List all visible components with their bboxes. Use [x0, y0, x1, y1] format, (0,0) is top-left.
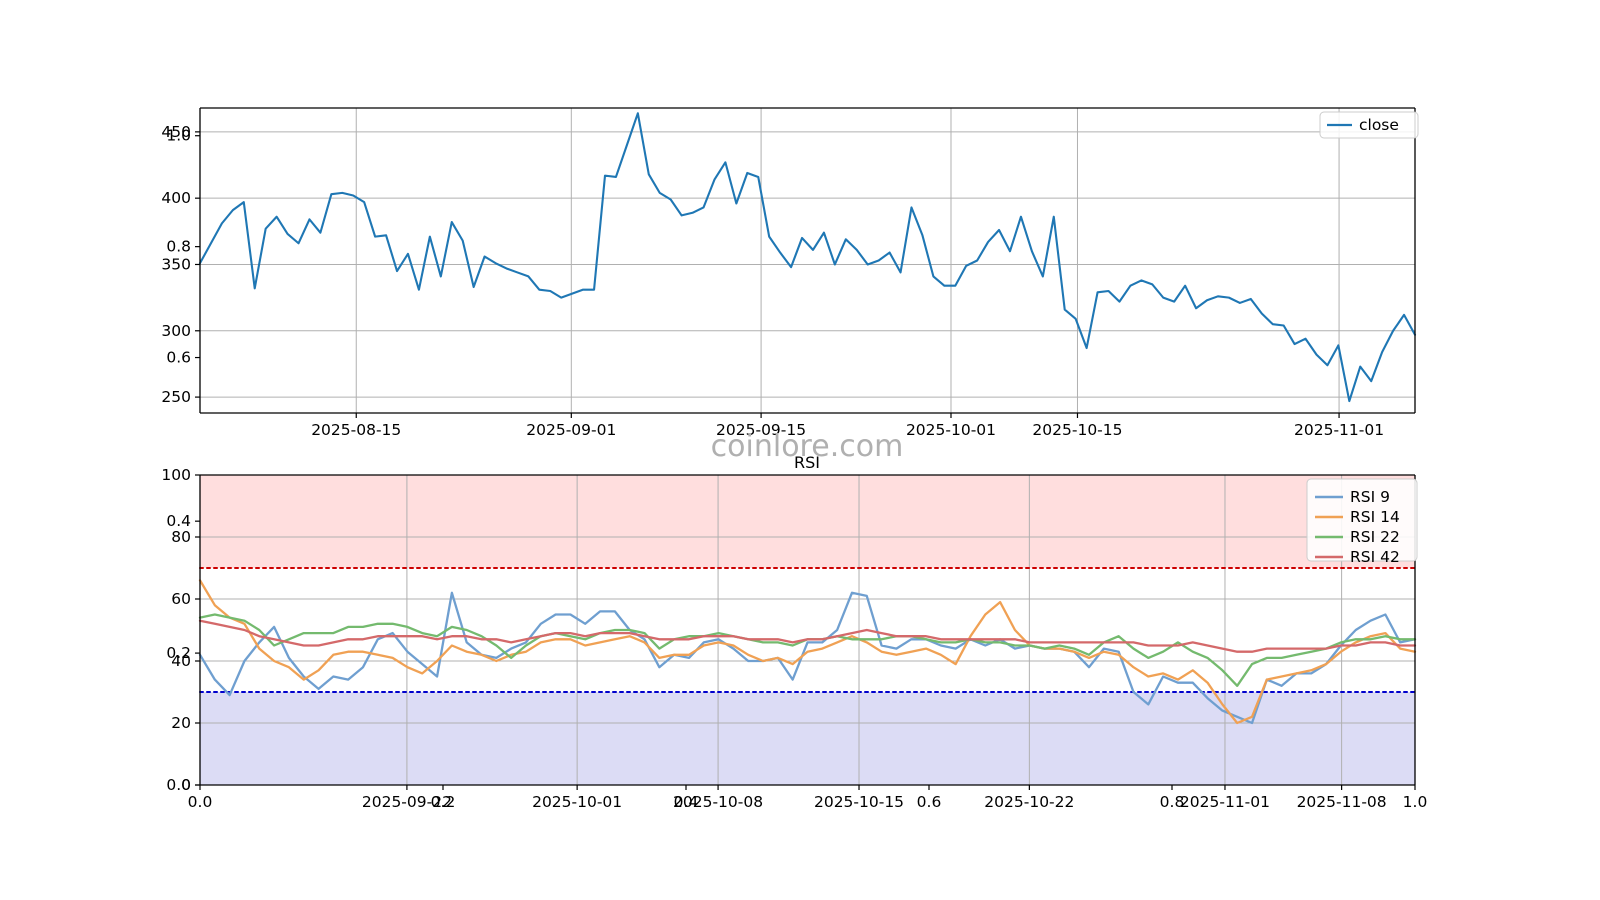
rsi-y-tick-label: 40	[171, 652, 191, 670]
rsi-oversold-band	[200, 692, 1415, 785]
price-y-tick-labels: 250 300 350 400 450	[161, 123, 200, 406]
price-y-tick-label-normalized: 0.8	[166, 238, 191, 256]
rsi-legend[interactable]: RSI 9 RSI 14 RSI 22 RSI 42	[1306, 478, 1418, 566]
rsi-y-tick-label-normalized: 0.0	[166, 776, 191, 794]
price-y-tick-label: 450	[161, 123, 191, 141]
price-x-tick-label: 2025-08-15	[311, 421, 401, 439]
legend-label-close: close	[1359, 116, 1399, 134]
price-series-close	[198, 112, 1417, 403]
price-axes-spines	[199, 107, 1416, 414]
price-x-tick-label: 2025-10-01	[906, 421, 996, 439]
rsi-x-tick-label-normalized: 0.0	[188, 793, 213, 811]
legend-label-rsi-42: RSI 42	[1350, 548, 1400, 566]
price-y-tick-labels-normalized: 0.6 0.8 1.0	[166, 127, 200, 367]
rsi-y-tick-labels: 0 20 40 60 80 100	[161, 466, 200, 794]
price-y-tick-label: 250	[161, 388, 191, 406]
rsi-x-tick-label-normalized: 0.2	[431, 793, 456, 811]
price-gridlines	[200, 108, 1415, 413]
price-x-tick-label: 2025-09-15	[716, 421, 806, 439]
price-legend[interactable]: close	[1319, 111, 1419, 139]
rsi-x-tick-label: 2025-11-08	[1297, 793, 1387, 811]
rsi-x-tick-label: 2025-09-22	[362, 793, 452, 811]
price-x-tick-label: 2025-10-15	[1032, 421, 1122, 439]
legend-label-rsi-14: RSI 14	[1350, 508, 1400, 526]
rsi-x-tick-labels: 2025-09-22 2025-10-01 2025-10-08 2025-10-15…	[362, 785, 1387, 811]
rsi-x-tick-label: 2025-10-22	[984, 793, 1074, 811]
price-x-tick-label: 2025-11-01	[1294, 421, 1384, 439]
rsi-x-tick-label-normalized: 1.0	[1403, 793, 1428, 811]
rsi-series-group	[198, 579, 1417, 725]
rsi-x-tick-label: 2025-11-01	[1180, 793, 1270, 811]
rsi-x-tick-label: 2025-10-08	[673, 793, 763, 811]
price-y-tick-label: 300	[161, 322, 191, 340]
rsi-y-tick-label: 60	[171, 590, 191, 608]
rsi-line-rsi-9	[198, 591, 1417, 725]
legend-label-rsi-22: RSI 22	[1350, 528, 1400, 546]
watermark-text: coinlore.com	[711, 429, 904, 464]
price-x-tick-label: 2025-09-01	[526, 421, 616, 439]
rsi-y-tick-label: 20	[171, 714, 191, 732]
price-x-tick-labels: 2025-08-15 2025-09-01 2025-09-15 2025-10-01…	[311, 413, 1384, 439]
price-plot-background	[200, 108, 1415, 413]
rsi-y-tick-label: 80	[171, 528, 191, 546]
rsi-line-rsi-42	[198, 619, 1417, 653]
rsi-y-tick-label-normalized: 0.2	[166, 644, 191, 662]
rsi-y-tick-label: 0	[181, 776, 191, 794]
rsi-x-tick-labels-normalized: 0.0 0.2 0.4 0.6 0.8 1.0	[188, 785, 1428, 811]
rsi-x-tick-label: 2025-10-15	[814, 793, 904, 811]
price-y-tick-label-normalized: 0.6	[166, 349, 191, 367]
rsi-x-tick-label-normalized: 0.6	[917, 793, 942, 811]
price-y-tick-label: 350	[161, 255, 191, 273]
rsi-x-tick-label-normalized: 0.8	[1160, 793, 1185, 811]
rsi-overbought-band	[200, 475, 1415, 568]
rsi-y-tick-label-normalized: 0.4	[166, 512, 191, 530]
price-y-tick-label-normalized: 1.0	[166, 127, 191, 145]
rsi-x-tick-label: 2025-10-01	[532, 793, 622, 811]
price-y-tick-label: 400	[161, 189, 191, 207]
rsi-legend-items: RSI 9 RSI 14 RSI 22 RSI 42	[1315, 488, 1400, 566]
rsi-x-tick-label-normalized: 0.4	[674, 793, 699, 811]
rsi-panel-title: RSI	[794, 453, 820, 472]
legend-label-rsi-9: RSI 9	[1350, 488, 1390, 506]
rsi-y-tick-label: 100	[161, 466, 191, 484]
rsi-y-tick-labels-normalized: 0.0 0.2 0.4	[166, 512, 200, 794]
price-line-close	[198, 112, 1417, 403]
rsi-line-rsi-14	[198, 579, 1417, 725]
